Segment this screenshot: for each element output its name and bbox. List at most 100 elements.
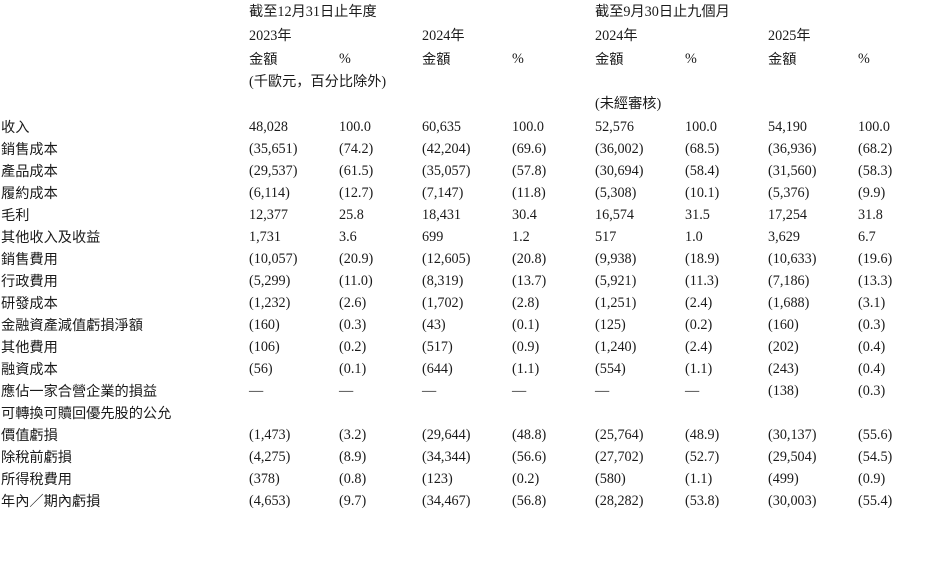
row-value: 52,576 xyxy=(595,118,635,135)
row-value: (138) xyxy=(768,382,799,399)
row-value: (18.9) xyxy=(685,250,720,267)
row-value: (30,694) xyxy=(595,162,644,179)
row-value: 699 xyxy=(422,228,444,245)
row-value: (48.9) xyxy=(685,426,720,443)
row-value: (5,299) xyxy=(249,272,291,289)
row-value: (48.8) xyxy=(512,426,547,443)
header-year-2023: 2023年 xyxy=(249,28,292,44)
row-label: 銷售成本 xyxy=(1,142,58,158)
row-value: (19.6) xyxy=(858,250,893,267)
header-year-2025-nine-months: 2025年 xyxy=(768,28,811,44)
row-value xyxy=(338,402,421,424)
row-value: (8.9) xyxy=(339,448,367,465)
unaudited-note-left-blank xyxy=(248,92,594,114)
row-label: 價值虧損 xyxy=(1,428,58,444)
row-value: (5,376) xyxy=(768,184,810,201)
header-subcol-percent-2023: % xyxy=(339,50,351,67)
unit-note: (千歐元，百分比除外) xyxy=(249,74,387,90)
header-unit-note-row: (千歐元，百分比除外) xyxy=(0,70,940,92)
row-value: (125) xyxy=(595,316,626,333)
row-label: 其他收入及收益 xyxy=(1,230,101,246)
row-value: (9.7) xyxy=(339,492,367,509)
row-value: (0.8) xyxy=(339,470,367,487)
table-row: 金融資產減值虧損淨額 (160) (0.3) (43) (0.1) (125) (0.2) (… xyxy=(0,314,940,336)
row-value: (3.1) xyxy=(858,294,886,311)
row-label: 履約成本 xyxy=(1,186,58,202)
row-value: (30,003) xyxy=(768,492,817,509)
row-value: (58.4) xyxy=(685,162,720,179)
row-value xyxy=(248,402,338,424)
table-row: 其他收入及收益 1,731 3.6 699 1.2 517 1.0 3,629 6.7 xyxy=(0,226,940,248)
row-value: 517 xyxy=(595,228,617,245)
row-value: — xyxy=(512,382,527,399)
row-value: 30.4 xyxy=(512,206,537,223)
row-value: (4,275) xyxy=(249,448,291,465)
row-label: 毛利 xyxy=(1,208,30,224)
row-value: (11.8) xyxy=(512,184,546,201)
header-subcol-amount-2023: 金額 xyxy=(249,52,278,68)
table-row: 除稅前虧損 (4,275) (8.9) (34,344) (56.6) (27,702) (… xyxy=(0,446,940,468)
row-value: (1,232) xyxy=(249,294,291,311)
row-value: (1.1) xyxy=(685,470,713,487)
table-row: 所得稅費用 (378) (0.8) (123) (0.2) (580) (1.1) (499)… xyxy=(0,468,940,490)
row-value: (243) xyxy=(768,360,799,377)
row-value: (55.6) xyxy=(858,426,893,443)
row-label: 應佔一家合營企業的損益 xyxy=(1,384,158,400)
row-value: 31.8 xyxy=(858,206,883,223)
row-value: (2.6) xyxy=(339,294,367,311)
table-row: 研發成本 (1,232) (2.6) (1,702) (2.8) (1,251) (2.4)… xyxy=(0,292,940,314)
row-value: (56) xyxy=(249,360,273,377)
row-value: (28,282) xyxy=(595,492,644,509)
row-value: (9.9) xyxy=(858,184,886,201)
row-value: (29,537) xyxy=(249,162,298,179)
row-value: (7,147) xyxy=(422,184,464,201)
row-value: 31.5 xyxy=(685,206,710,223)
row-value: (9,938) xyxy=(595,250,637,267)
row-value: (34,467) xyxy=(422,492,471,509)
header-year-2024-annual: 2024年 xyxy=(422,28,465,44)
row-value: (554) xyxy=(595,360,626,377)
row-value: (53.8) xyxy=(685,492,720,509)
header-subcol-amount-2025n: 金額 xyxy=(768,52,797,68)
row-label: 除稅前虧損 xyxy=(1,450,72,466)
row-label: 研發成本 xyxy=(1,296,58,312)
row-value: (27,702) xyxy=(595,448,644,465)
row-value: (35,057) xyxy=(422,162,471,179)
header-subcol-amount-2024n: 金額 xyxy=(595,52,624,68)
row-value: (12.7) xyxy=(339,184,374,201)
row-value: 6.7 xyxy=(858,228,876,245)
table-row: 收入 48,028 100.0 60,635 100.0 52,576 100.0 54,19… xyxy=(0,116,940,138)
header-year-2024-nine-months: 2024年 xyxy=(595,28,638,44)
row-value: (1,688) xyxy=(768,294,810,311)
row-value: (580) xyxy=(595,470,626,487)
row-value: 100.0 xyxy=(512,118,544,135)
row-value: (74.2) xyxy=(339,140,374,157)
row-value: (20.9) xyxy=(339,250,374,267)
table-row: 融資成本 (56) (0.1) (644) (1.1) (554) (1.1) (243) (0… xyxy=(0,358,940,380)
header-subcol-blank xyxy=(0,48,248,70)
row-value: (0.3) xyxy=(339,316,367,333)
row-value: (0.9) xyxy=(858,470,886,487)
header-group-nine-months: 截至9月30日止九個月 xyxy=(595,4,730,20)
table-row: 履約成本 (6,114) (12.7) (7,147) (11.8) (5,308) (10… xyxy=(0,182,940,204)
header-subcol-percent-2024a: % xyxy=(512,50,524,67)
row-label: 可轉換可贖回優先股的公允 xyxy=(1,406,172,422)
row-value: (34,344) xyxy=(422,448,471,465)
row-value: (2.4) xyxy=(685,294,713,311)
row-value: (1,473) xyxy=(249,426,291,443)
row-value: (0.9) xyxy=(512,338,540,355)
row-value: (61.5) xyxy=(339,162,374,179)
row-value: (160) xyxy=(249,316,280,333)
row-value: (10.1) xyxy=(685,184,720,201)
row-value xyxy=(594,402,684,424)
row-value: (0.1) xyxy=(339,360,367,377)
row-value: (378) xyxy=(249,470,280,487)
row-value: (13.7) xyxy=(512,272,547,289)
row-value: (36,936) xyxy=(768,140,817,157)
header-subcol-amount-2024a: 金額 xyxy=(422,52,451,68)
row-label: 產品成本 xyxy=(1,164,58,180)
row-value: (499) xyxy=(768,470,799,487)
row-value: 100.0 xyxy=(685,118,717,135)
row-value xyxy=(857,402,940,424)
